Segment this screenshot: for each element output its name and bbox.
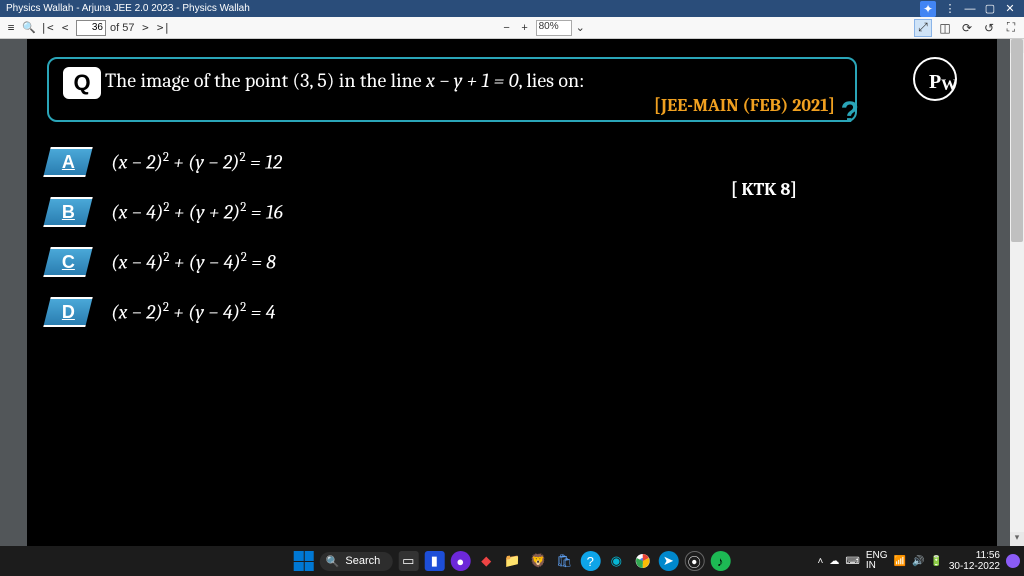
question-suffix: , lies on:	[518, 69, 584, 92]
zoom-out-button[interactable]: −	[500, 22, 514, 34]
zoom-level-select[interactable]: 80%	[536, 20, 572, 36]
options-list: A (x − 2)2 + (y − 2)2 = 12 B (x − 4)2 + …	[47, 147, 283, 347]
option-d-text: (x − 2)2 + (y − 4)2 = 4	[111, 300, 275, 324]
volume-icon[interactable]: 🔊	[912, 556, 924, 567]
refresh-icon[interactable]: ⟳	[958, 19, 976, 37]
system-tray: ˄ ☁ ⌨ ENG IN 📶 🔊 🔋 11:56 30-12-2022	[818, 550, 1020, 572]
question-mark-icon: ?	[841, 96, 859, 130]
option-c-badge: C	[43, 247, 92, 277]
option-c[interactable]: C (x − 4)2 + (y − 4)2 = 8	[47, 247, 283, 277]
vertical-scrollbar[interactable]: ▴ ▾	[1010, 39, 1024, 546]
app-icon-4[interactable]: ⦿	[684, 551, 704, 571]
telegram-icon[interactable]: ➤	[658, 551, 678, 571]
question-prefix: The image of the point (3, 5) in the lin…	[105, 69, 426, 92]
start-button[interactable]	[294, 551, 314, 571]
search-label: Search	[345, 555, 380, 567]
language-indicator[interactable]: ENG IN	[866, 551, 888, 572]
close-button[interactable]: ✕	[1000, 0, 1020, 17]
file-explorer-icon[interactable]: 📁	[502, 551, 522, 571]
page-total-label: of 57	[110, 22, 134, 34]
next-page-button[interactable]: >	[138, 21, 152, 34]
pdf-page: Q The image of the point (3, 5) in the l…	[27, 39, 997, 546]
copilot-icon[interactable]	[1006, 554, 1020, 568]
tray-chevron-icon[interactable]: ˄	[818, 556, 824, 567]
taskbar-search[interactable]: 🔍 Search	[320, 552, 393, 571]
windows-taskbar: 🔍 Search ▭ ▮ ● ◆ 📁 🦁 🛍 ? ◉ ➤ ⦿ ♪ ˄ ☁ ⌨ E…	[0, 546, 1024, 576]
ktk-label: [ KTK 8]	[731, 179, 797, 200]
pdf-toolbar: ≡ 🔍 |< < of 57 > >| − + 80% ⌄ ⤢ ◫ ⟳ ↺ ⛶	[0, 17, 1024, 39]
edge-icon[interactable]: ◉	[606, 551, 626, 571]
question-badge: Q	[63, 67, 101, 99]
app-icon-2[interactable]: ●	[450, 551, 470, 571]
app-icon-3[interactable]: ◆	[476, 551, 496, 571]
search-icon: 🔍	[326, 555, 340, 568]
help-icon[interactable]: ?	[580, 551, 600, 571]
spotify-icon[interactable]: ♪	[710, 551, 730, 571]
question-equation: x − y + 1 = 0	[426, 69, 518, 92]
fit-page-icon[interactable]: ⤢	[914, 19, 932, 37]
zoom-chevron-icon[interactable]: ⌄	[576, 21, 585, 34]
question-box: Q The image of the point (3, 5) in the l…	[47, 57, 857, 122]
search-icon[interactable]: 🔍	[22, 21, 36, 34]
keyboard-icon[interactable]: ⌨	[845, 556, 859, 567]
app-icon-1[interactable]: ▮	[424, 551, 444, 571]
option-b-badge: B	[43, 197, 92, 227]
page-number-input[interactable]	[76, 20, 106, 36]
selection-icon[interactable]: ◫	[936, 19, 954, 37]
time-label: 11:56	[949, 550, 1000, 561]
window-title: Physics Wallah - Arjuna JEE 2.0 2023 - P…	[4, 3, 250, 14]
battery-icon[interactable]: 🔋	[930, 556, 942, 567]
window-titlebar: Physics Wallah - Arjuna JEE 2.0 2023 - P…	[0, 0, 1024, 17]
clock[interactable]: 11:56 30-12-2022	[949, 550, 1000, 572]
option-b-text: (x − 4)2 + (y + 2)2 = 16	[111, 200, 283, 224]
minimize-button[interactable]: —	[960, 0, 980, 17]
brave-icon[interactable]: 🦁	[528, 551, 548, 571]
option-a-badge: A	[43, 147, 92, 177]
kebab-menu-icon[interactable]: ⋮	[940, 0, 960, 17]
maximize-button[interactable]: ▢	[980, 0, 1000, 17]
first-page-button[interactable]: |<	[40, 21, 54, 34]
extension-icon[interactable]: ✦	[920, 1, 936, 17]
zoom-level-value: 80%	[539, 21, 559, 32]
window-controls: ✦ ⋮ — ▢ ✕	[920, 0, 1020, 17]
prev-page-button[interactable]: <	[58, 21, 72, 34]
exam-tag: [JEE-MAIN (FEB) 2021]	[654, 95, 835, 116]
question-text: The image of the point (3, 5) in the lin…	[105, 69, 839, 92]
cloud-icon[interactable]: ☁	[829, 556, 839, 567]
pw-logo: P W	[913, 57, 957, 101]
taskbar-center: 🔍 Search ▭ ▮ ● ◆ 📁 🦁 🛍 ? ◉ ➤ ⦿ ♪	[294, 551, 731, 571]
store-icon[interactable]: 🛍	[554, 551, 574, 571]
region-label: IN	[866, 561, 888, 572]
rotate-icon[interactable]: ↺	[980, 19, 998, 37]
scroll-down-icon[interactable]: ▾	[1010, 532, 1024, 546]
option-a-text: (x − 2)2 + (y − 2)2 = 12	[111, 150, 282, 174]
hamburger-icon[interactable]: ≡	[4, 21, 18, 34]
option-d[interactable]: D (x − 2)2 + (y − 4)2 = 4	[47, 297, 283, 327]
fullscreen-icon[interactable]: ⛶	[1002, 19, 1020, 37]
task-view-icon[interactable]: ▭	[398, 551, 418, 571]
last-page-button[interactable]: >|	[156, 21, 170, 34]
zoom-in-button[interactable]: +	[518, 22, 532, 34]
option-c-text: (x − 4)2 + (y − 4)2 = 8	[111, 250, 276, 274]
option-d-badge: D	[43, 297, 92, 327]
scroll-thumb[interactable]	[1011, 39, 1023, 242]
option-a[interactable]: A (x − 2)2 + (y − 2)2 = 12	[47, 147, 283, 177]
date-label: 30-12-2022	[949, 561, 1000, 572]
wifi-icon[interactable]: 📶	[893, 556, 905, 567]
option-b[interactable]: B (x − 4)2 + (y + 2)2 = 16	[47, 197, 283, 227]
pdf-viewer: Q The image of the point (3, 5) in the l…	[0, 39, 1024, 546]
chrome-icon[interactable]	[632, 551, 652, 571]
